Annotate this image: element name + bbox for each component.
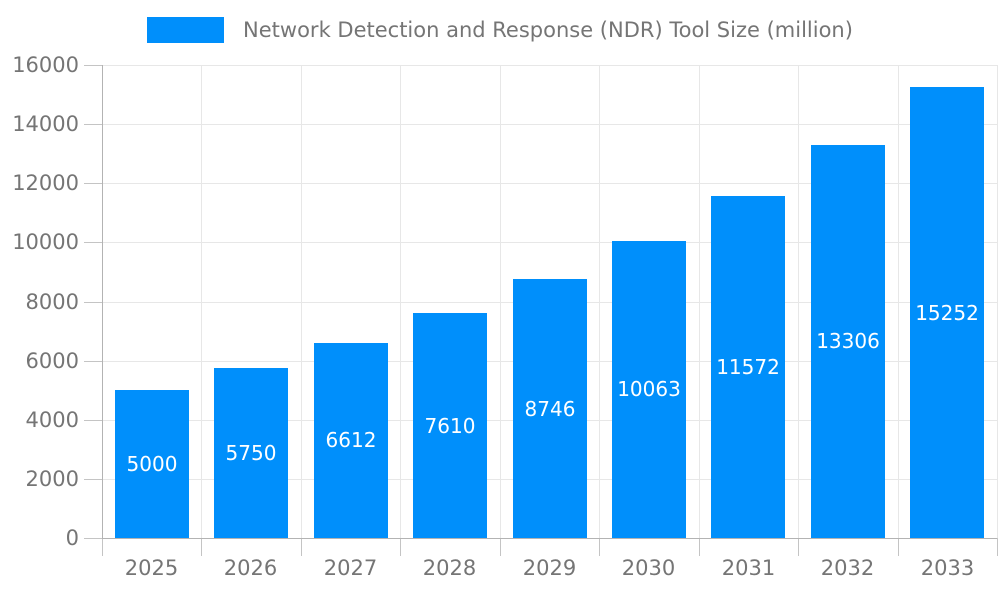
x-tick-label: 2027 (323, 556, 378, 580)
x-tick-label: 2031 (721, 556, 776, 580)
bar[interactable] (214, 368, 288, 538)
x-axis-tick (997, 538, 998, 556)
bar[interactable] (513, 279, 587, 538)
bar[interactable] (811, 145, 885, 538)
x-gridline (201, 65, 202, 538)
bar-value-label: 5750 (225, 441, 277, 465)
bar-value-label: 5000 (126, 452, 178, 476)
x-gridline (400, 65, 401, 538)
x-gridline (997, 65, 998, 538)
x-tick-label: 2025 (124, 556, 179, 580)
x-axis-tick (699, 538, 700, 556)
y-tick-label: 14000 (12, 112, 79, 136)
x-axis-tick (898, 538, 899, 556)
y-axis-tick (84, 183, 102, 184)
x-tick-label: 2028 (422, 556, 477, 580)
x-gridline (798, 65, 799, 538)
y-axis-tick (84, 361, 102, 362)
bar[interactable] (910, 87, 984, 538)
x-tick-label: 2029 (522, 556, 577, 580)
y-tick-label: 16000 (12, 53, 79, 77)
y-tick-label: 10000 (12, 230, 79, 254)
y-tick-label: 6000 (25, 349, 79, 373)
bar-value-label: 11572 (716, 355, 780, 379)
y-axis-tick (84, 420, 102, 421)
y-tick-label: 0 (65, 526, 79, 550)
bar[interactable] (314, 343, 388, 538)
bar[interactable] (711, 196, 785, 538)
bar-value-label: 15252 (915, 301, 979, 325)
x-gridline (301, 65, 302, 538)
y-axis-tick (84, 538, 102, 539)
legend-swatch (147, 17, 225, 43)
bar-value-label: 13306 (816, 329, 880, 353)
x-axis-tick (500, 538, 501, 556)
y-gridline (102, 65, 997, 66)
bar[interactable] (612, 241, 686, 538)
x-gridline (500, 65, 501, 538)
x-axis-tick (201, 538, 202, 556)
y-gridline (102, 124, 997, 125)
y-tick-label: 12000 (12, 171, 79, 195)
x-gridline (898, 65, 899, 538)
x-tick-label: 2032 (820, 556, 875, 580)
x-tick-label: 2033 (920, 556, 975, 580)
y-gridline (102, 183, 997, 184)
bar-value-label: 7610 (424, 414, 476, 438)
x-axis-tick (400, 538, 401, 556)
bar[interactable] (413, 313, 487, 538)
x-axis-line (102, 538, 997, 539)
x-axis-tick (798, 538, 799, 556)
y-tick-label: 2000 (25, 467, 79, 491)
bar-value-label: 10063 (617, 377, 681, 401)
y-axis-tick (84, 302, 102, 303)
legend-item[interactable]: Network Detection and Response (NDR) Too… (147, 17, 853, 43)
x-tick-label: 2030 (621, 556, 676, 580)
y-tick-label: 4000 (25, 408, 79, 432)
y-tick-label: 8000 (25, 290, 79, 314)
y-axis-tick (84, 124, 102, 125)
legend: Network Detection and Response (NDR) Too… (0, 17, 1000, 43)
y-axis-tick (84, 65, 102, 66)
x-gridline (599, 65, 600, 538)
bar[interactable] (115, 390, 189, 538)
x-axis-tick (599, 538, 600, 556)
bar-value-label: 6612 (325, 428, 377, 452)
legend-label: Network Detection and Response (NDR) Too… (243, 18, 853, 42)
y-axis-tick (84, 479, 102, 480)
y-axis-tick (84, 242, 102, 243)
y-axis-line (102, 65, 103, 538)
x-gridline (699, 65, 700, 538)
bar-value-label: 8746 (524, 397, 576, 421)
x-tick-label: 2026 (223, 556, 278, 580)
x-axis-tick (301, 538, 302, 556)
x-axis-tick (102, 538, 103, 556)
y-gridline (102, 242, 997, 243)
